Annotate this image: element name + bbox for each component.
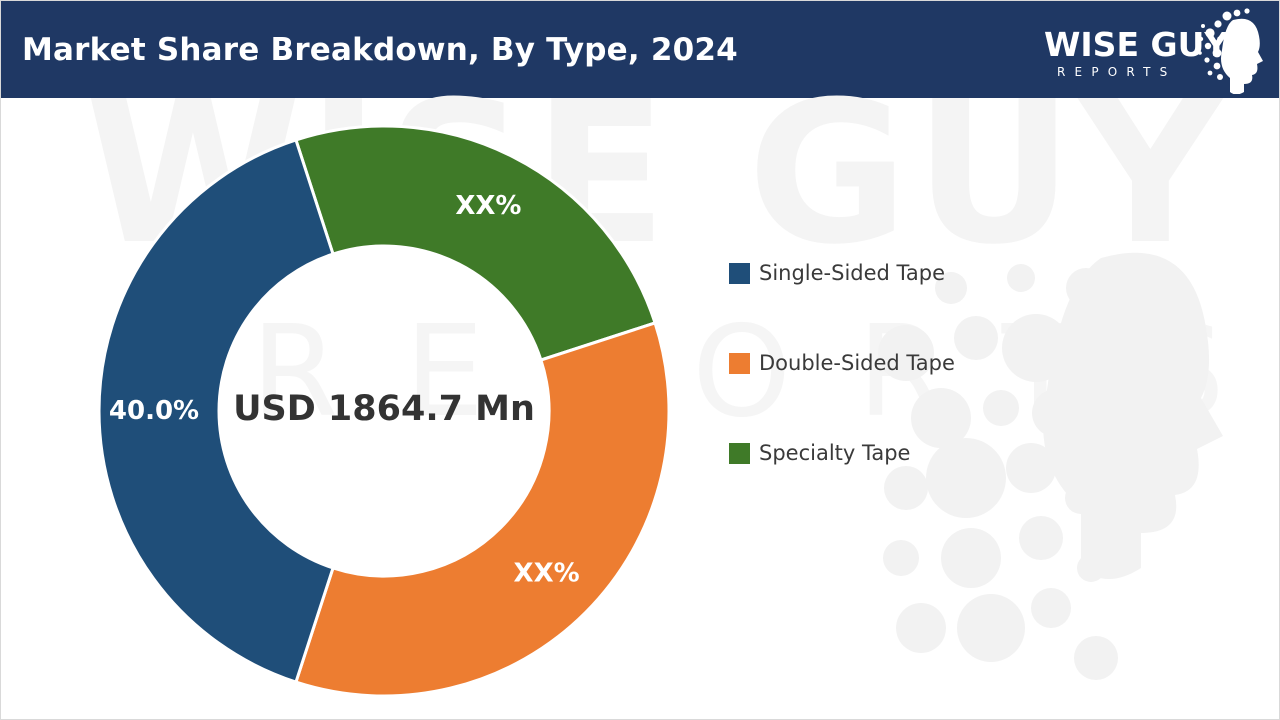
segment-specialty-tape	[294, 124, 657, 362]
logo-brand-text: WISE GUY	[1044, 25, 1229, 64]
legend-item: Specialty Tape	[729, 437, 955, 469]
chart-area: WISE GUY REPORTS XX% XX% 40.0% USD 1864.7 …	[1, 60, 1279, 719]
header-bar: Market Share Breakdown, By Type, 2024 WI…	[1, 1, 1279, 98]
segment-value-label: 40.0%	[109, 396, 199, 426]
logo-face-icon	[1198, 8, 1263, 94]
donut-chart: XX% XX% 40.0% USD 1864.7 Mn	[97, 124, 671, 698]
legend-color-swatch	[729, 352, 750, 374]
logo-sub-text: REPORTS	[1057, 65, 1176, 79]
segment-value-label: XX%	[514, 559, 580, 589]
legend-item-label: Single-Sided Tape	[759, 260, 946, 285]
segment-value-label: XX%	[455, 191, 521, 221]
center-value-label: USD 1864.7 Mn	[233, 389, 535, 429]
wise-guy-reports-logo: WISE GUY REPORTS	[1044, 8, 1263, 94]
chart-legend: Single-Sided Tape Double-Sided Tape Spec…	[729, 257, 955, 469]
watermark-face-icon	[878, 252, 1223, 680]
legend-color-swatch	[729, 442, 750, 464]
legend-item: Double-Sided Tape	[729, 347, 955, 379]
legend-color-swatch	[729, 262, 750, 284]
page-title: Market Share Breakdown, By Type, 2024	[22, 31, 738, 68]
segment-single-sided-tape	[97, 138, 335, 684]
legend-item-label: Double-Sided Tape	[759, 350, 955, 375]
legend-item-label: Specialty Tape	[759, 440, 911, 465]
legend-item: Single-Sided Tape	[729, 257, 955, 289]
segment-double-sided-tape	[294, 321, 671, 698]
